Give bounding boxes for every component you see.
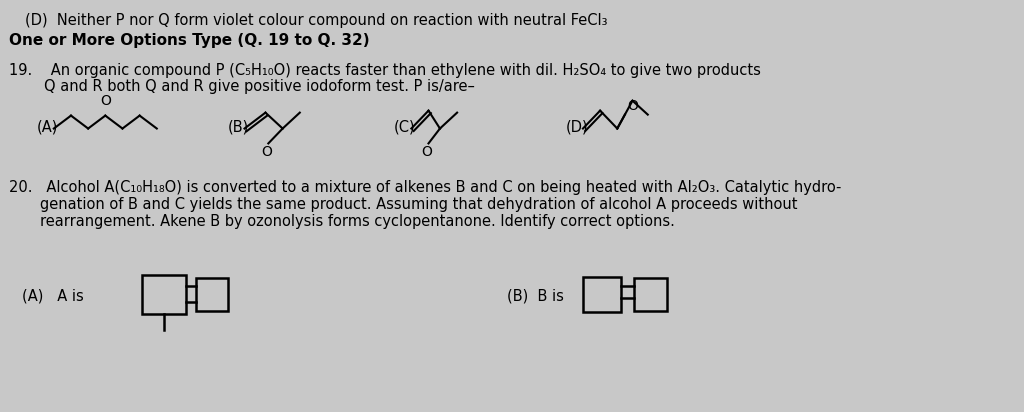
Text: Q and R both Q and R give positive iodoform test. P is/are–: Q and R both Q and R give positive iodof… [44,79,475,94]
Text: O: O [261,145,271,159]
Text: 19.    An organic compound P (C₅H₁₀O) reacts faster than ethylene with dil. H₂SO: 19. An organic compound P (C₅H₁₀O) react… [9,63,761,78]
Text: rearrangement. Akene B by ozonolysis forms cyclopentanone. Identify correct opti: rearrangement. Akene B by ozonolysis for… [40,214,675,229]
Text: genation of B and C yields the same product. Assuming that dehydration of alcoho: genation of B and C yields the same prod… [40,197,797,212]
Text: (D): (D) [566,119,589,134]
Text: (A): (A) [37,119,58,134]
Text: O: O [627,98,638,112]
Text: (B): (B) [227,119,249,134]
Text: One or More Options Type (Q. 19 to Q. 32): One or More Options Type (Q. 19 to Q. 32… [9,33,370,48]
Text: (A)   A is: (A) A is [23,289,84,304]
Text: (C): (C) [394,119,416,134]
Text: 20.   Alcohol A(C₁₀H₁₈O) is converted to a mixture of alkenes B and C on being h: 20. Alcohol A(C₁₀H₁₈O) is converted to a… [9,180,842,195]
Text: (B)  B is: (B) B is [507,289,563,304]
Text: O: O [100,94,111,108]
Text: (D)  Neither P nor Q form violet colour compound on reaction with neutral FeCl₃: (D) Neither P nor Q form violet colour c… [26,13,607,28]
Text: O: O [421,145,432,159]
